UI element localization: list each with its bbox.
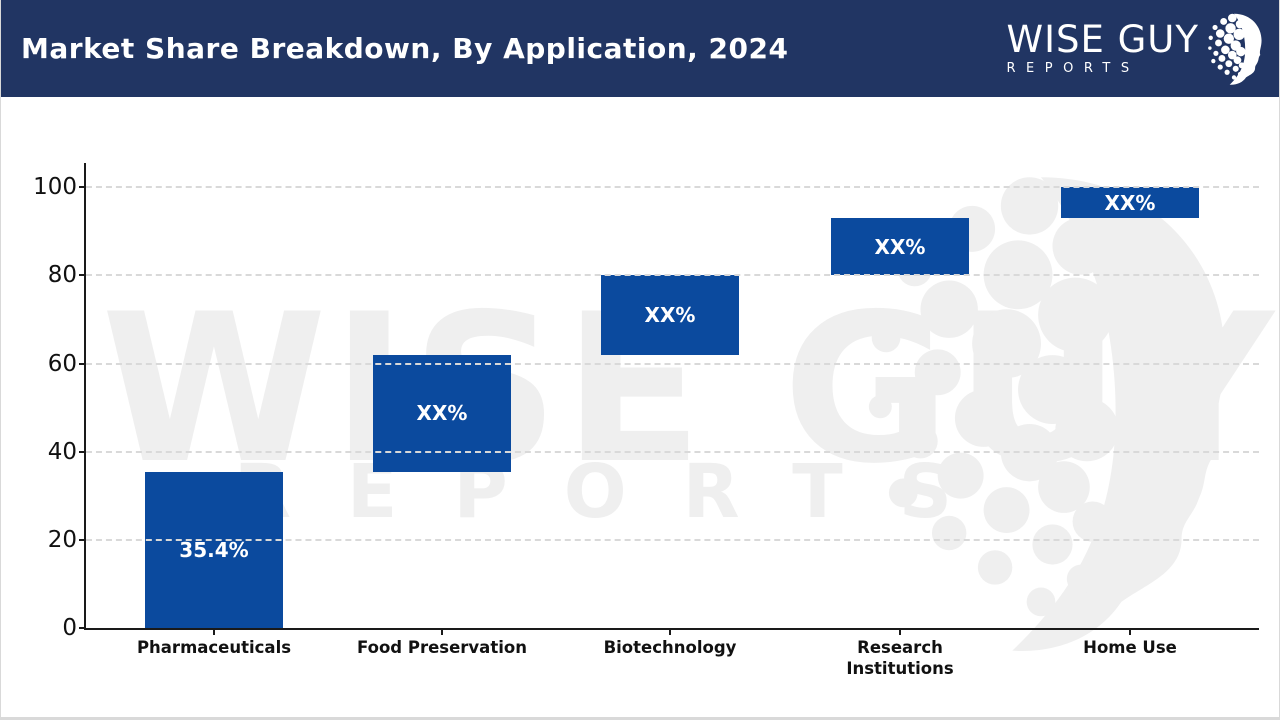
gridline [86, 450, 1259, 453]
y-tick-mark [79, 186, 86, 189]
gridline [86, 186, 1259, 189]
x-tick-mark [213, 628, 215, 635]
x-tick-label: Food Preservation [357, 638, 527, 657]
y-axis-line [84, 163, 86, 630]
y-tick-mark [79, 450, 86, 453]
y-tick-mark [79, 274, 86, 277]
logo-wordmark: WISE GUY [1006, 18, 1199, 61]
bar-value-label: XX% [416, 401, 468, 426]
logo-face-icon [1208, 13, 1262, 85]
bar-value-label: 35.4% [179, 537, 249, 562]
bar-value-label: XX% [1104, 190, 1156, 215]
y-tick-label: 0 [62, 615, 77, 641]
x-tick-mark [441, 628, 443, 635]
gridline [86, 274, 1259, 277]
bar: XX% [373, 354, 511, 472]
y-tick-label: 100 [33, 174, 77, 201]
bar: 35.4% [145, 471, 283, 628]
gridline [86, 362, 1259, 365]
bar: XX% [831, 218, 969, 276]
x-axis-line [84, 628, 1259, 630]
y-tick-label: 80 [47, 262, 77, 289]
y-tick-mark [79, 538, 86, 541]
logo-text: WISE GUY REPORTS [1007, 21, 1199, 76]
y-tick-label: 60 [47, 350, 77, 377]
x-tick-label: Pharmaceuticals [136, 638, 292, 657]
bar: XX% [1061, 187, 1199, 219]
y-tick-mark [79, 627, 86, 629]
page-title: Market Share Breakdown, By Application, … [21, 32, 789, 65]
bar-value-label: XX% [644, 303, 696, 328]
y-tick-label: 20 [47, 526, 77, 553]
watermark-subtext: REPORTS [233, 449, 1009, 535]
page-bottom-border [1, 717, 1279, 720]
wiseguy-logo: WISE GUY REPORTS [1007, 9, 1265, 89]
header-bar: Market Share Breakdown, By Application, … [1, 0, 1279, 97]
x-tick-label: Research Institutions [846, 638, 954, 678]
y-tick-mark [79, 362, 86, 365]
gridline [86, 538, 1259, 541]
x-tick-mark [899, 628, 901, 635]
x-tick-mark [1129, 628, 1131, 635]
x-tick-label: Biotechnology [603, 638, 737, 657]
x-tick-label: Home Use [1083, 638, 1177, 657]
bar-value-label: XX% [874, 234, 926, 259]
x-tick-mark [669, 628, 671, 635]
y-tick-label: 40 [47, 438, 77, 465]
bar: XX% [601, 275, 739, 355]
logo-subtext: REPORTS [1006, 61, 1140, 76]
